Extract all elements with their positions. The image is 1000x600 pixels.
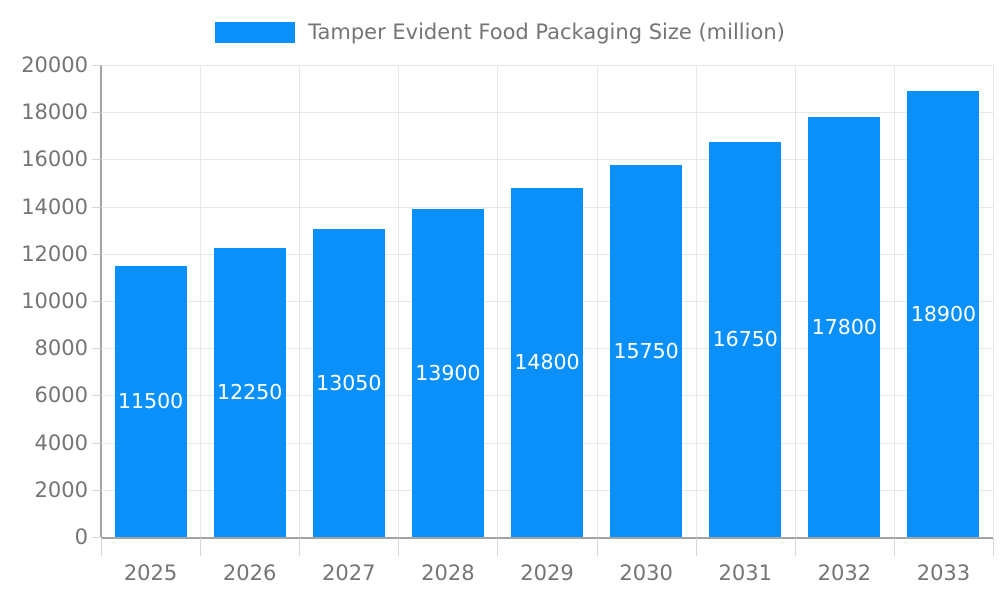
y-axis-label: 16000 — [21, 147, 88, 172]
bar-2032[interactable]: 17800 — [808, 116, 881, 537]
y-axis-label: 14000 — [21, 194, 88, 219]
bar-value-label: 15750 — [613, 339, 679, 364]
gridline-vertical — [893, 65, 895, 537]
gridline-vertical — [993, 65, 994, 537]
x-axis-label-2025: 2025 — [123, 561, 178, 585]
gridline-vertical — [695, 65, 697, 537]
y-axis-tick — [92, 301, 100, 302]
x-axis-tick — [299, 538, 301, 556]
y-axis-label: 12000 — [21, 241, 88, 266]
bar-2026[interactable]: 12250 — [213, 247, 286, 537]
legend[interactable]: Tamper Evident Food Packaging Size (mill… — [0, 20, 1000, 44]
y-axis-tick — [92, 442, 100, 444]
gridline-vertical — [794, 65, 796, 537]
x-axis-tick — [596, 538, 598, 556]
legend-label: Tamper Evident Food Packaging Size (mill… — [308, 20, 785, 44]
x-axis-tick — [398, 538, 400, 556]
x-axis-label-2033: 2033 — [916, 561, 971, 585]
y-axis-label: 6000 — [34, 383, 88, 408]
plot-area: 11500 12250 13050 13900 14800 15750 16750 17800… — [92, 65, 994, 556]
x-axis-label-2032: 2032 — [817, 561, 872, 585]
bar-value-label: 12250 — [217, 380, 283, 405]
bar-value-label: 14800 — [514, 350, 580, 375]
y-axis-label: 4000 — [34, 430, 88, 455]
y-axis-tick — [92, 159, 100, 161]
bar-value-label: 11500 — [117, 389, 184, 414]
y-axis-label: 2000 — [34, 477, 88, 502]
y-axis-tick — [92, 206, 100, 208]
x-axis-tick — [794, 538, 796, 556]
y-axis-label: 8000 — [34, 336, 88, 361]
bar-2033[interactable]: 18900 — [907, 90, 980, 537]
y-axis-tick — [92, 348, 100, 350]
x-axis-label-2030: 2030 — [619, 561, 673, 585]
bar-value-label: 13050 — [316, 371, 382, 396]
x-axis-label-2029: 2029 — [520, 561, 574, 585]
y-axis-label: 0 — [74, 525, 88, 549]
y-axis-tick — [92, 65, 100, 66]
bar-value-label: 17800 — [811, 314, 877, 339]
gridline-vertical — [398, 65, 400, 537]
x-axis-tick — [200, 538, 202, 556]
gridline-horizontal — [101, 159, 993, 161]
y-axis-tick — [92, 395, 100, 397]
x-axis-label-2027: 2027 — [322, 561, 376, 585]
bar-2025[interactable]: 11500 — [114, 265, 187, 537]
y-axis-label: 18000 — [21, 100, 88, 125]
legend-swatch — [215, 21, 296, 43]
x-axis-tick — [993, 538, 994, 556]
x-axis-tick — [695, 538, 697, 556]
x-axis-tick — [893, 538, 895, 556]
bar-value-label: 16750 — [712, 327, 778, 352]
bar-2029[interactable]: 14800 — [510, 187, 583, 537]
bar-2027[interactable]: 13050 — [312, 229, 385, 537]
gridline-horizontal — [101, 65, 993, 66]
bar-2031[interactable]: 16750 — [709, 141, 782, 537]
gridline-vertical — [596, 65, 598, 537]
x-axis-line — [101, 537, 993, 539]
y-axis-label: 20000 — [21, 53, 88, 77]
x-axis-tick — [101, 538, 102, 556]
bar-value-label: 18900 — [910, 301, 977, 326]
gridline-vertical — [497, 65, 499, 537]
y-axis-labels: 0 2000 4000 6000 8000 10000 12000 14000 16000 180… — [0, 53, 88, 549]
y-axis-label: 10000 — [21, 289, 88, 313]
bar-2028[interactable]: 13900 — [411, 208, 484, 537]
bar-value-label: 13900 — [415, 360, 481, 385]
x-axis-label-2028: 2028 — [421, 561, 475, 585]
x-axis-tick — [497, 538, 499, 556]
y-axis-tick — [92, 112, 100, 114]
x-axis-label-2031: 2031 — [718, 561, 772, 585]
bar-2030[interactable]: 15750 — [610, 165, 683, 537]
y-axis-tick — [92, 253, 100, 255]
y-axis-tick — [92, 537, 100, 538]
y-axis-tick — [92, 489, 100, 491]
x-axis-label-2026: 2026 — [222, 561, 277, 585]
gridline-vertical — [299, 65, 301, 537]
x-axis-labels: 2025 2026 2027 2028 2029 2030 2031 2032 2033 — [101, 537, 993, 587]
gridline-horizontal — [101, 112, 993, 114]
gridline-vertical — [200, 65, 202, 537]
